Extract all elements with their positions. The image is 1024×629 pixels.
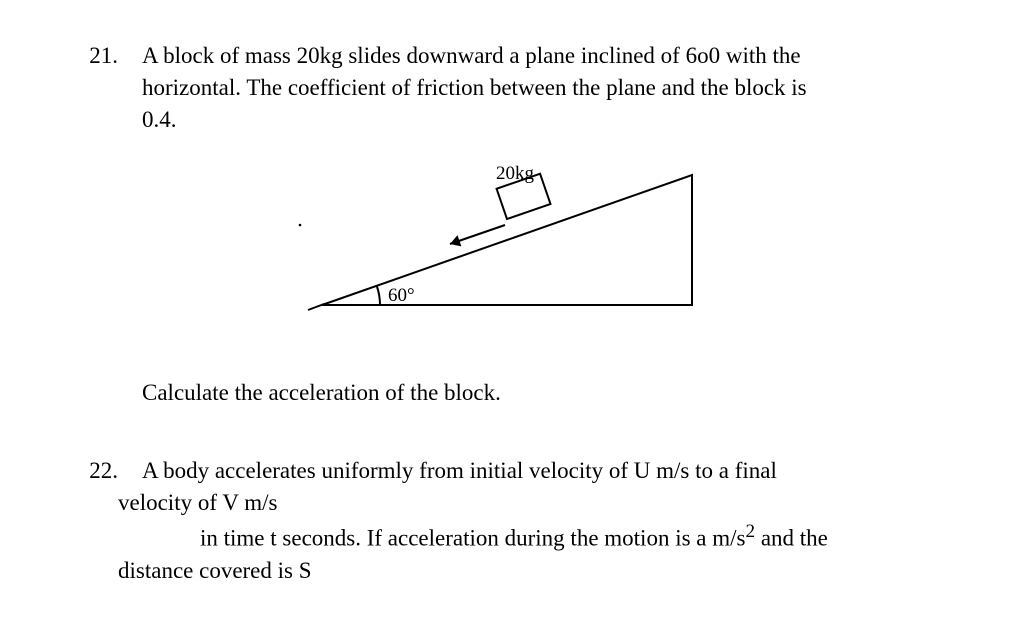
- svg-text:60°: 60°: [388, 285, 415, 306]
- q22-sup2: 2: [745, 521, 755, 542]
- q21-number: 21.: [60, 40, 142, 72]
- q22-line3b: and the: [755, 526, 828, 551]
- spacer: [60, 331, 954, 377]
- question-22: 22. A body accelerates uniformly from in…: [60, 455, 954, 487]
- page: 21. A block of mass 20kg slides downward…: [0, 0, 1024, 629]
- svg-text:20kg: 20kg: [496, 163, 535, 184]
- q21-body: A block of mass 20kg slides downward a p…: [142, 40, 954, 137]
- q22-line3: in time t seconds. If acceleration durin…: [200, 519, 954, 555]
- q21-line2: horizontal. The coefficient of friction …: [142, 75, 807, 100]
- q22-body: A body accelerates uniformly from initia…: [142, 455, 954, 487]
- q22-line2: velocity of V m/s: [118, 487, 954, 519]
- q21-line1: A block of mass 20kg slides downward a p…: [142, 43, 801, 68]
- q22-line1: A body accelerates uniformly from initia…: [142, 458, 777, 483]
- spacer: [60, 409, 954, 455]
- q22-line4: distance covered is S: [118, 555, 954, 587]
- q21-line3: 0.4.: [142, 107, 177, 132]
- question-21: 21. A block of mass 20kg slides downward…: [60, 40, 954, 137]
- q22-number: 22.: [60, 455, 142, 487]
- q21-prompt: Calculate the acceleration of the block.: [142, 377, 954, 409]
- q22-line3a: in time t seconds. If acceleration durin…: [200, 526, 745, 551]
- inclined-plane-diagram: 20kg 60°: [292, 145, 722, 325]
- q21-diagram-container: 20kg 60°: [60, 145, 954, 325]
